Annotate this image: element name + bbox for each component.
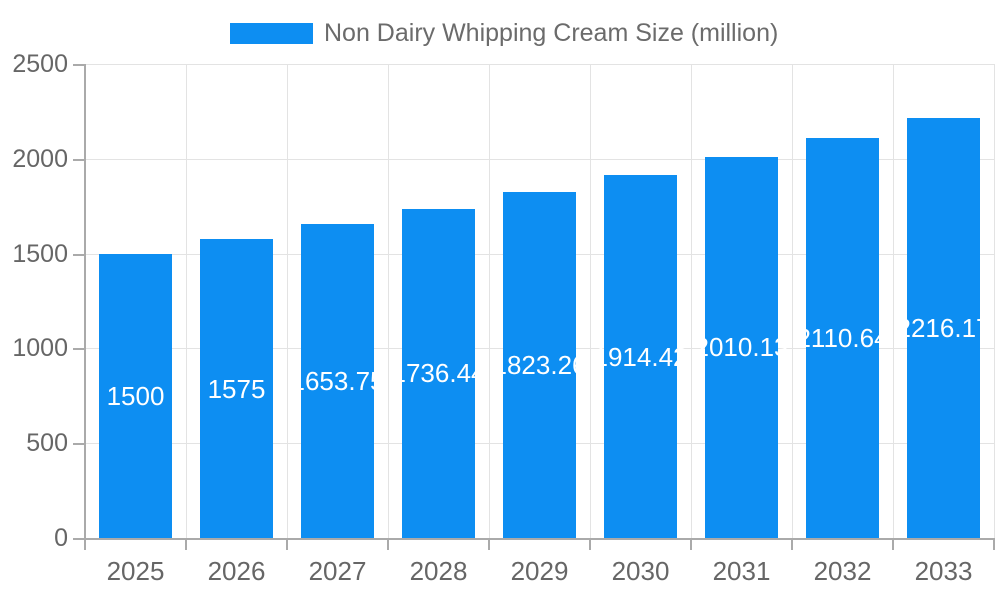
bar-value-label: 2110.64: [796, 322, 889, 353]
x-tick-label: 2031: [712, 556, 771, 586]
x-gridline: [186, 64, 187, 538]
legend[interactable]: Non Dairy Whipping Cream Size (million): [230, 18, 778, 48]
x-tick-label: 2025: [106, 556, 165, 586]
y-axis-line: [84, 64, 86, 540]
y-axis-tick: [73, 538, 85, 540]
x-tick-label: 2032: [813, 556, 872, 586]
bar[interactable]: [200, 239, 273, 538]
bar[interactable]: [604, 175, 677, 538]
x-gridline: [590, 64, 591, 538]
x-axis-tick: [84, 538, 86, 550]
x-gridline: [489, 64, 490, 538]
x-axis-tick: [387, 538, 389, 550]
y-axis-tick: [73, 443, 85, 446]
bar-value-label: 1653.75: [290, 366, 385, 397]
x-axis-tick: [892, 538, 894, 550]
x-gridline: [287, 64, 288, 538]
y-tick-label: 1500: [12, 239, 68, 268]
x-tick-label: 2026: [207, 556, 266, 586]
y-tick-label: 0: [54, 524, 68, 552]
y-tick-label: 1000: [12, 334, 68, 363]
x-tick-label: 2033: [914, 556, 973, 586]
x-gridline: [994, 64, 995, 538]
y-axis-tick: [73, 348, 85, 351]
x-axis-tick: [690, 538, 692, 550]
y-gridline: [85, 64, 994, 65]
x-gridline: [691, 64, 692, 538]
bar[interactable]: [907, 117, 980, 538]
bar-value-label: 2010.13: [694, 332, 789, 363]
bar-value-label: 1500: [106, 380, 165, 411]
x-gridline: [893, 64, 894, 538]
x-axis-tick: [488, 538, 490, 550]
x-axis-tick: [993, 538, 995, 550]
bar-value-label: 1575: [207, 373, 266, 404]
x-axis-tick: [185, 538, 187, 550]
bar[interactable]: [503, 192, 576, 538]
x-gridline: [792, 64, 793, 538]
x-axis-tick: [286, 538, 288, 550]
x-tick-label: 2029: [510, 556, 569, 586]
legend-swatch-icon: [230, 22, 313, 44]
bar[interactable]: [301, 224, 374, 538]
x-tick-label: 2027: [308, 556, 367, 586]
y-axis-tick: [73, 158, 85, 161]
bar[interactable]: [806, 137, 879, 538]
y-axis-tick: [73, 64, 85, 66]
y-tick-label: 500: [26, 429, 68, 458]
y-tick-label: 2000: [12, 144, 68, 173]
bar[interactable]: [99, 253, 172, 538]
bar[interactable]: [402, 208, 475, 538]
x-tick-label: 2028: [409, 556, 468, 586]
bar-value-label: 1914.42: [593, 341, 688, 372]
y-tick-label: 2500: [12, 50, 68, 78]
y-gridline: [85, 158, 994, 160]
legend-label: Non Dairy Whipping Cream Size (million): [324, 18, 779, 47]
bar-value-label: 1736.44: [391, 358, 486, 389]
bar-value-label: 2216.17: [896, 312, 991, 343]
x-axis-tick: [589, 538, 591, 550]
y-axis-tick: [73, 253, 85, 256]
x-tick-label: 2030: [611, 556, 670, 586]
bar[interactable]: [705, 156, 778, 538]
bar-value-label: 1823.26: [492, 350, 587, 381]
x-axis-line: [84, 538, 995, 540]
x-axis-tick: [791, 538, 793, 550]
x-gridline: [388, 64, 389, 538]
